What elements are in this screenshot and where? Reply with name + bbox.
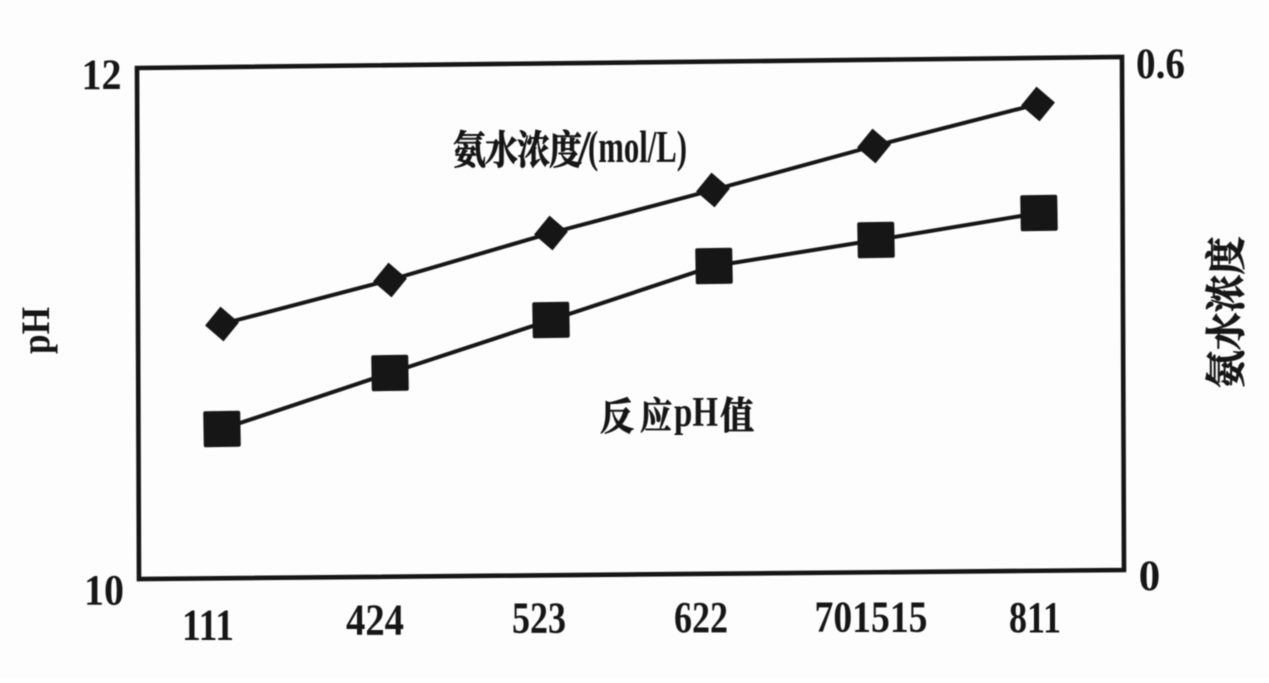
svg-text:622: 622 xyxy=(674,593,728,642)
svg-text:0: 0 xyxy=(1139,553,1161,600)
svg-text:424: 424 xyxy=(346,596,404,645)
svg-text:811: 811 xyxy=(1009,593,1061,642)
svg-text:/: / xyxy=(577,121,592,172)
svg-text:12: 12 xyxy=(82,52,122,99)
svg-text:10: 10 xyxy=(84,568,124,615)
svg-text:523: 523 xyxy=(512,594,566,643)
svg-text:(mol/L): (mol/L) xyxy=(588,121,687,172)
svg-text:pH: pH xyxy=(13,307,58,354)
svg-text:0.6: 0.6 xyxy=(1136,41,1185,88)
svg-text:pH: pH xyxy=(674,390,718,436)
svg-text:701515: 701515 xyxy=(815,593,928,642)
svg-text:111: 111 xyxy=(182,601,234,650)
